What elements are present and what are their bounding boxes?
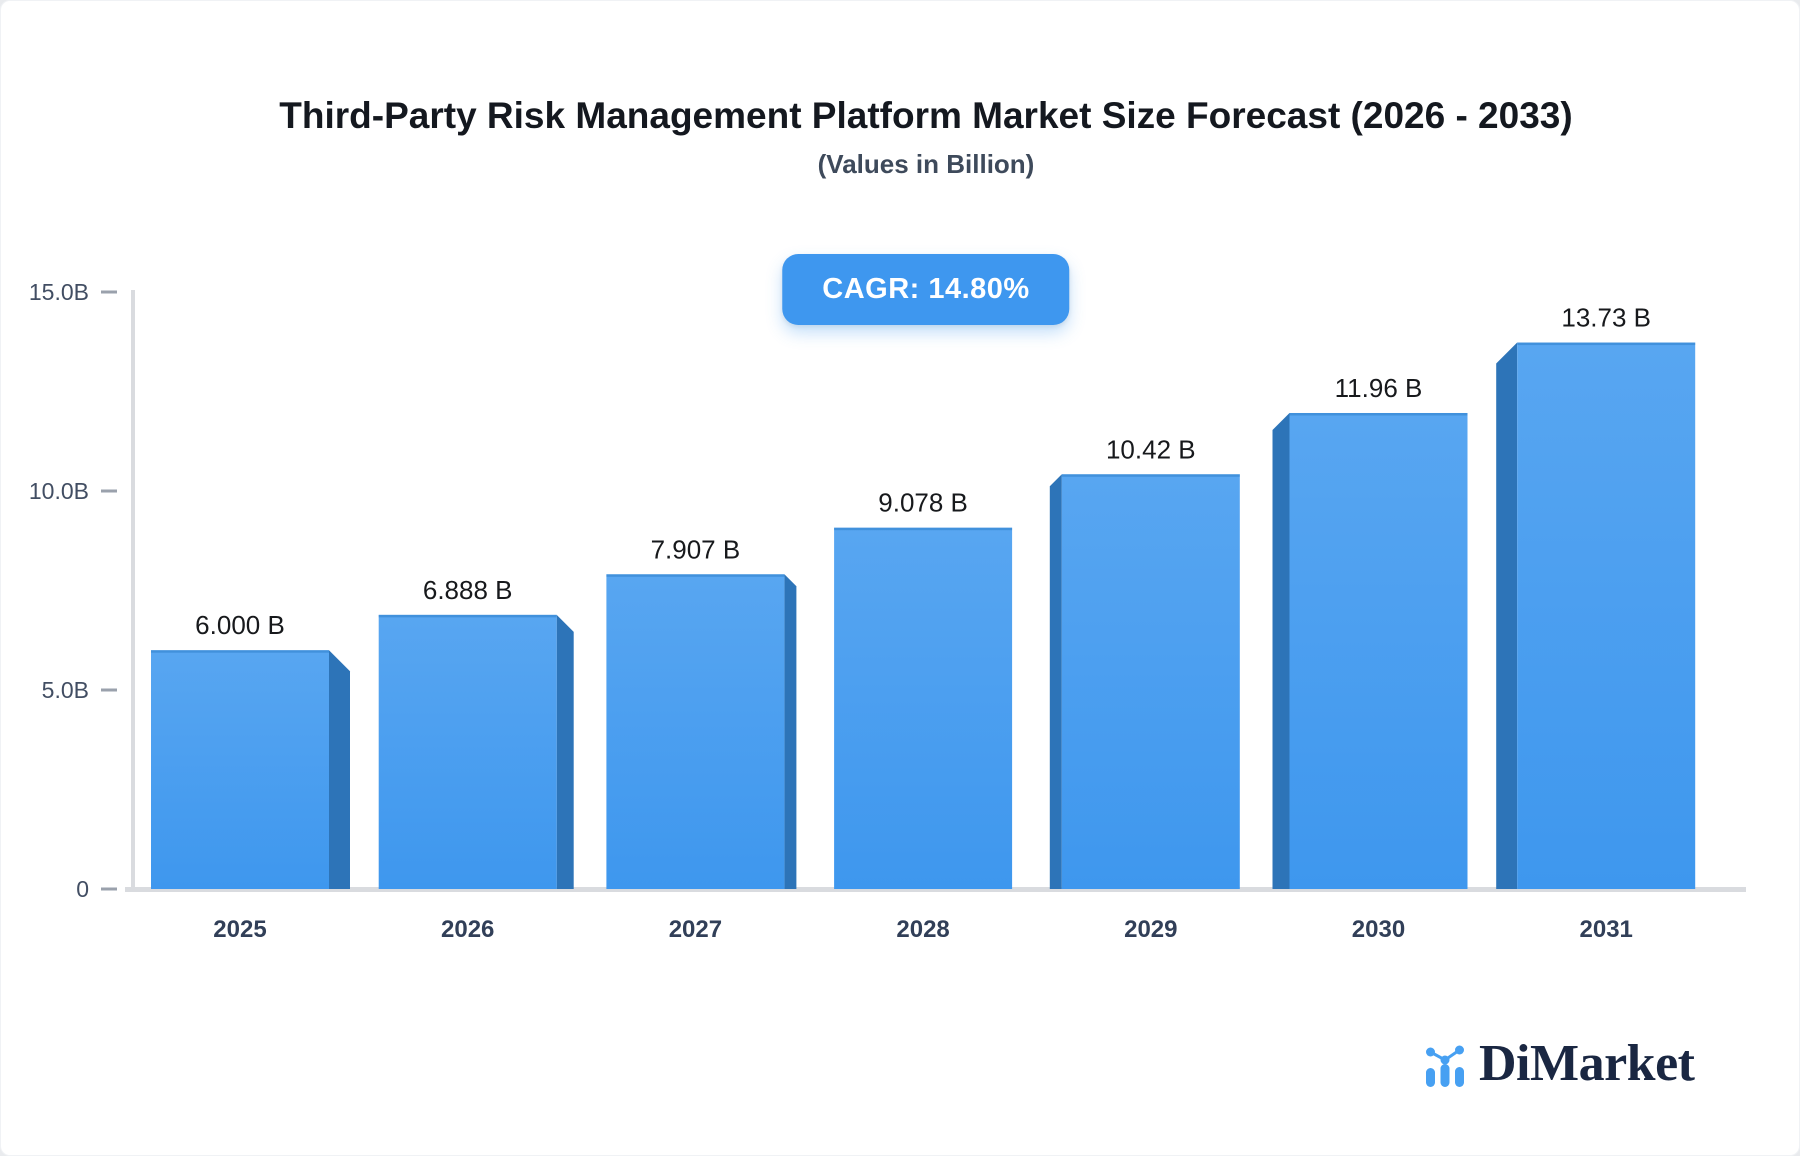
x-axis-line: [125, 887, 1746, 892]
bar-2029[interactable]: [1061, 474, 1240, 889]
bar-group-2026: 6.888 B 2026: [378, 575, 574, 943]
brand-name: DiMarket: [1479, 1035, 1695, 1092]
bar-side-2029: [1049, 474, 1062, 889]
y-tick-0: [101, 887, 117, 891]
bar-value-label-2030: 11.96 B: [1335, 373, 1423, 403]
y-tick-label-15.0B: 15.0B: [29, 279, 89, 305]
x-tick-label-2026: 2026: [441, 916, 494, 943]
cagr-badge-label: CAGR: 14.80%: [822, 273, 1030, 305]
bar-top-edge-2028: [834, 527, 1013, 531]
bar-2030[interactable]: [1289, 412, 1468, 889]
bar-group-2025: 6.000 B 2025: [151, 610, 350, 943]
bar-2026[interactable]: [378, 614, 557, 889]
bar-top-edge-2027: [606, 574, 785, 577]
x-tick-label-2028: 2028: [896, 916, 949, 943]
bar-2025[interactable]: [151, 650, 329, 889]
y-tick-label-0: 0: [76, 876, 89, 902]
bar-value-label-2029: 10.42 B: [1106, 434, 1196, 464]
bar-side-2025: [329, 650, 350, 889]
bar-line-chart-icon: [1426, 1045, 1464, 1087]
bar-side-2030: [1272, 412, 1290, 889]
page-subtitle: (Values in Billion): [817, 149, 1035, 179]
bar-top-edge-2029: [1061, 474, 1240, 477]
y-tick-label-5.0B: 5.0B: [42, 677, 89, 703]
bar-2028[interactable]: [834, 527, 1013, 889]
bar-top-edge-2026: [378, 614, 557, 618]
y-tick-label-10.0B: 10.0B: [29, 478, 89, 504]
bar-top-edge-2025: [151, 650, 329, 653]
bar-top-edge-2030: [1289, 412, 1468, 416]
x-tick-label-2031: 2031: [1580, 916, 1633, 943]
cagr-badge: CAGR: 14.80%: [782, 254, 1070, 325]
page-title: Third-Party Risk Management Platform Mar…: [279, 95, 1573, 136]
brand-logo: DiMarket: [1423, 1035, 1695, 1095]
bar-value-label-2028: 9.078 B: [878, 488, 968, 518]
y-tick-15.0B: [101, 290, 117, 294]
bar-value-label-2031: 13.73 B: [1561, 303, 1651, 333]
bar-side-2027: [784, 574, 797, 889]
y-tick-5.0B: [101, 688, 117, 692]
bar-side-2026: [556, 614, 574, 889]
bar-group-2031: 13.73 B 2031: [1496, 303, 1696, 943]
bar-2031[interactable]: [1517, 342, 1696, 889]
x-tick-label-2030: 2030: [1352, 916, 1405, 943]
bar-value-label-2026: 6.888 B: [423, 575, 513, 605]
bar-top-edge-2031: [1517, 342, 1696, 346]
bar-group-2029: 10.42 B 2029: [1049, 434, 1240, 943]
bar-2027[interactable]: [606, 574, 785, 889]
bar-value-label-2027: 7.907 B: [651, 534, 741, 564]
x-tick-label-2025: 2025: [213, 916, 266, 943]
y-axis-line: [131, 290, 135, 891]
bar-group-2030: 11.96 B 2030: [1272, 373, 1468, 943]
bar-group-2028: 9.078 B 2028: [834, 488, 1013, 943]
y-tick-10.0B: [101, 489, 117, 493]
x-tick-label-2027: 2027: [669, 916, 722, 943]
x-tick-label-2029: 2029: [1124, 916, 1177, 943]
bar-value-label-2025: 6.000 B: [195, 610, 285, 640]
bar-group-2027: 7.907 B 2027: [606, 534, 797, 943]
bar-side-2031: [1496, 342, 1518, 889]
